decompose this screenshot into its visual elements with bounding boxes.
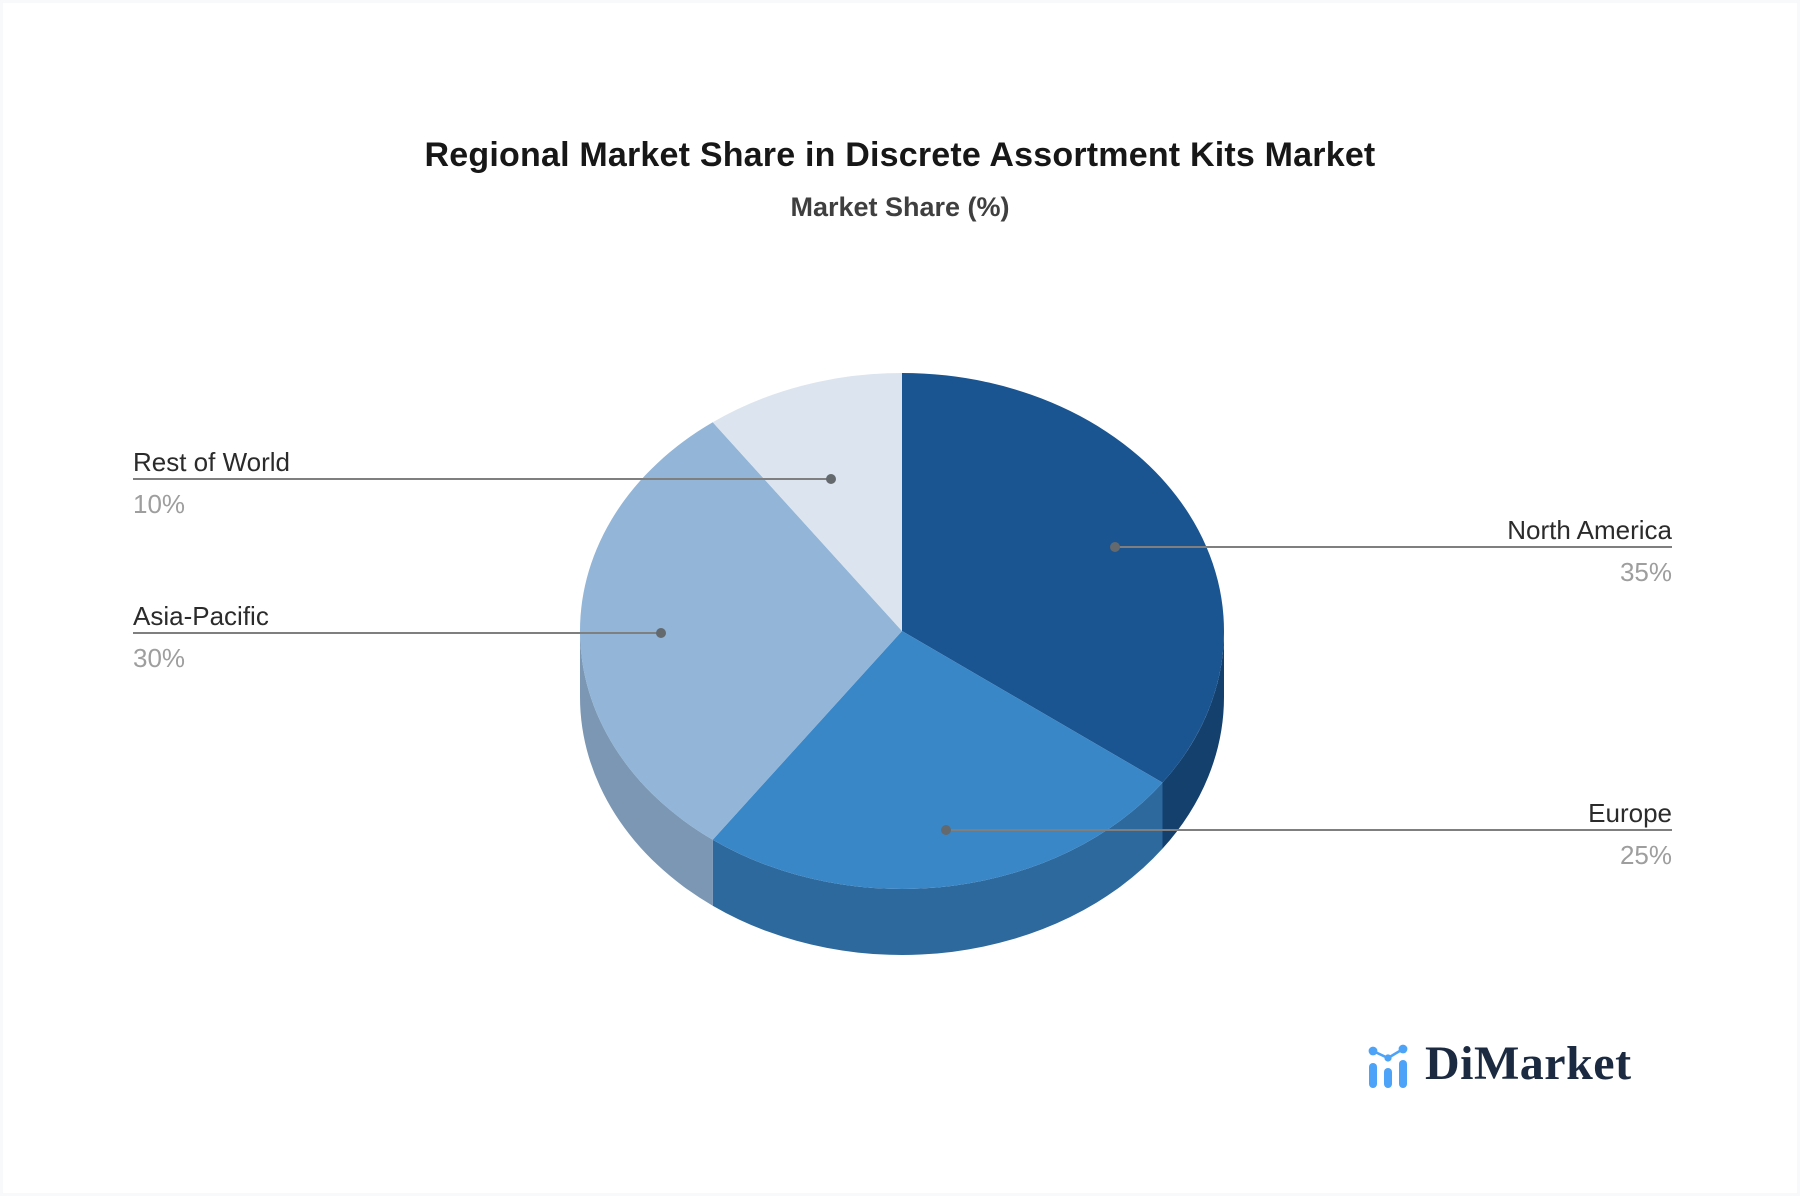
dimarket-logo[interactable]: DiMarket: [1366, 1038, 1632, 1090]
leader-dot-rest-of-world: [826, 474, 836, 484]
slice-label-value: 25%: [1619, 840, 1672, 870]
pie-depth-europe: [712, 782, 1163, 956]
slice-label-europe: Europe 25%: [1588, 798, 1672, 870]
leader-dot-asia-pacific: [656, 628, 666, 638]
pie-depth-asia-pacific: [579, 631, 713, 906]
pie-slice-north-america[interactable]: [902, 373, 1224, 783]
leader-dot-north-america: [1110, 542, 1120, 552]
pie-slice-asia-pacific[interactable]: [579, 422, 902, 840]
pie-slice-europe[interactable]: [712, 631, 1163, 890]
slice-label-name: North America: [1507, 515, 1672, 545]
leader-dot-europe: [941, 825, 951, 835]
slice-label-name: Europe: [1588, 798, 1672, 828]
slice-label-asia-pacific: Asia-Pacific 30%: [133, 601, 269, 673]
slice-label-name: Asia-Pacific: [133, 601, 269, 631]
pie-depth-north-america: [1162, 631, 1224, 849]
slice-label-name: Rest of World: [133, 447, 291, 477]
slice-label-value: 10%: [133, 489, 186, 519]
slice-label-north-america: North America 35%: [1507, 515, 1672, 587]
chart-title: Regional Market Share in Discrete Assort…: [424, 136, 1376, 174]
slice-label-rest-of-world: Rest of World 10%: [133, 447, 290, 519]
bar-line-chart-icon: [1368, 1044, 1408, 1088]
pie-slice-rest-of-world[interactable]: [712, 373, 902, 631]
chart-subtitle: Market Share (%): [790, 192, 1010, 222]
slice-label-value: 30%: [133, 643, 186, 673]
slice-label-value: 35%: [1619, 557, 1672, 587]
logo-text: DiMarket: [1425, 1037, 1632, 1090]
